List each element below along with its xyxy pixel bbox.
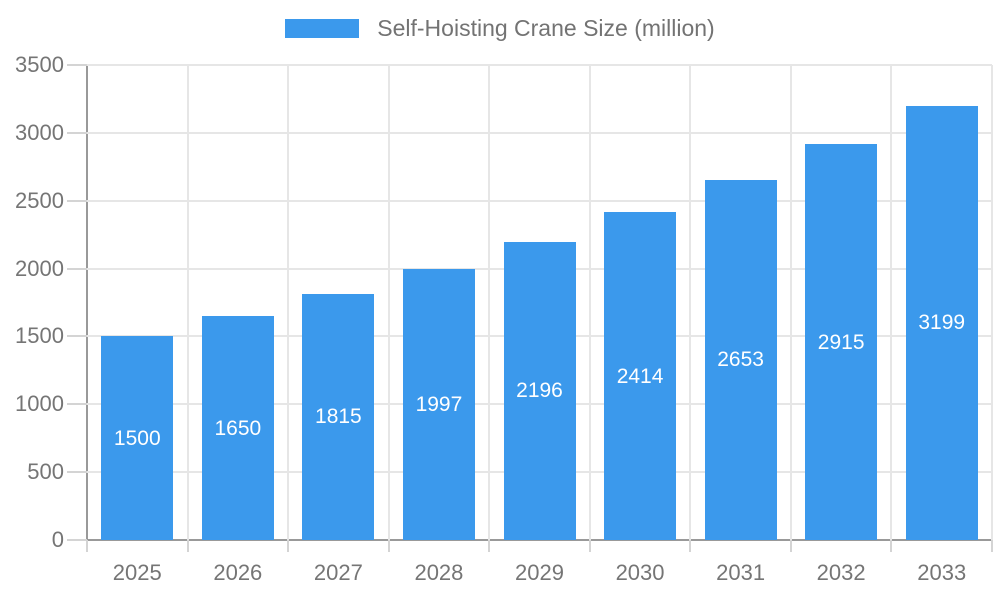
bar-2031: 2653 [704, 179, 777, 540]
plot-area: 1500 1650 1815 1997 2196 2414 2653 2915 3199 [87, 64, 993, 540]
bar-value-label: 1997 [415, 392, 463, 416]
y-axis-tick-label: 2000 [15, 255, 64, 281]
x-axis-tick-label: 2032 [816, 560, 866, 585]
bar-value-label: 2915 [817, 330, 865, 354]
x-axis-line [87, 539, 992, 541]
legend[interactable]: Self-Hoisting Crane Size (million) [0, 14, 1000, 42]
x-axis-tick-label: 2028 [414, 560, 464, 585]
y-tick-mark [67, 64, 87, 66]
x-tick-mark [991, 540, 993, 552]
y-axis-tick-label: 2500 [15, 187, 64, 213]
y-axis-tick-label: 1000 [15, 391, 64, 417]
y-axis-tick-label: 0 [51, 527, 64, 552]
x-axis-tick-label: 2027 [313, 560, 363, 585]
x-tick-mark [186, 540, 189, 552]
bar-value-label: 1500 [113, 426, 161, 450]
legend-label: Self-Hoisting Crane Size (million) [377, 15, 715, 41]
bar-2030: 2414 [604, 212, 677, 540]
x-tick-mark [287, 540, 290, 552]
y-tick-mark [67, 335, 87, 338]
x-axis-tick-label: 2031 [716, 560, 766, 585]
x-gridline [689, 65, 692, 540]
x-gridline [991, 65, 993, 540]
x-axis-tick-label: 2030 [615, 560, 665, 585]
x-axis-tick-label: 2026 [213, 560, 263, 585]
bar-value-label: 1650 [214, 416, 262, 440]
x-tick-mark [387, 540, 390, 552]
x-axis-tick-label: 2025 [112, 560, 162, 585]
x-axis-tick-label: 2033 [917, 560, 967, 585]
bar-2027: 1815 [302, 293, 375, 540]
bar-2028: 1997 [402, 268, 475, 540]
bar-value-label: 3199 [918, 311, 966, 335]
bar-value-label: 2196 [516, 379, 563, 403]
y-axis-line [86, 65, 88, 552]
bar-2032: 2915 [805, 144, 878, 540]
y-tick-mark [67, 199, 87, 202]
x-gridline [186, 65, 189, 540]
y-tick-mark [67, 403, 87, 406]
y-axis-tick-label: 3000 [15, 119, 64, 145]
x-tick-mark [86, 540, 88, 552]
x-gridline [287, 65, 290, 540]
y-tick-mark [67, 267, 87, 270]
y-gridline [87, 64, 992, 66]
x-tick-mark [588, 540, 591, 552]
x-gridline [890, 65, 893, 540]
bar-value-label: 2414 [616, 364, 664, 388]
bar-value-label: 2653 [717, 348, 764, 372]
x-gridline [387, 65, 390, 540]
bar-value-label: 1815 [315, 405, 362, 429]
bar-2029: 2196 [503, 241, 576, 540]
bar-2025: 1500 [101, 336, 174, 540]
y-axis-tick-label: 3500 [15, 52, 64, 77]
x-gridline [789, 65, 792, 540]
x-tick-mark [488, 540, 491, 552]
y-axis-tick-label: 1500 [15, 323, 64, 349]
y-tick-mark [67, 131, 87, 134]
x-tick-mark [689, 540, 692, 552]
bar-2033: 3199 [905, 105, 978, 540]
legend-swatch-icon [285, 18, 360, 38]
y-axis-tick-label: 500 [27, 459, 64, 485]
x-tick-mark [789, 540, 792, 552]
x-gridline [488, 65, 491, 540]
bar-2026: 1650 [201, 316, 274, 540]
x-gridline [588, 65, 591, 540]
y-gridline [87, 131, 992, 134]
x-tick-mark [890, 540, 893, 552]
x-axis-tick-label: 2029 [515, 560, 564, 585]
y-tick-mark [67, 471, 87, 474]
y-tick-mark [67, 539, 87, 541]
